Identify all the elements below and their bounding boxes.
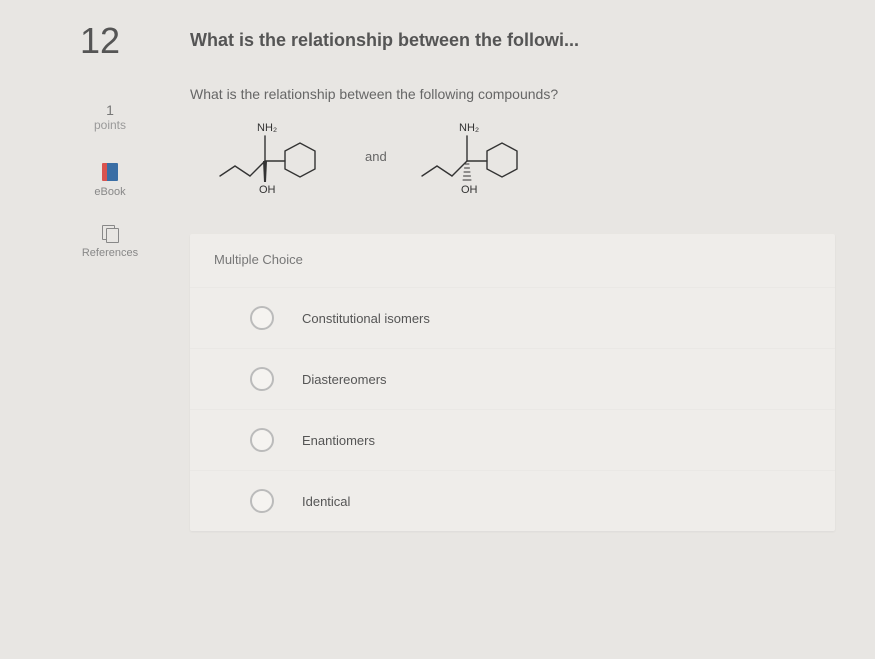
book-icon: [100, 162, 120, 182]
references-label: References: [82, 247, 138, 259]
references-button[interactable]: References: [82, 223, 138, 259]
oh-label: OH: [461, 184, 478, 196]
radio-icon: [250, 367, 274, 391]
connector-and: and: [365, 149, 387, 164]
points-block: 1 points: [94, 102, 126, 132]
question-title: What is the relationship between the fol…: [190, 30, 835, 51]
page-container: 12 1 points eBook References What is the…: [0, 0, 875, 659]
option-2[interactable]: Enantiomers: [190, 409, 835, 470]
structures-row: NH₂ OH and: [190, 116, 835, 196]
molecule-right: NH₂ OH: [417, 116, 537, 196]
mc-heading: Multiple Choice: [190, 252, 835, 287]
option-label: Identical: [302, 494, 350, 509]
option-3[interactable]: Identical: [190, 470, 835, 531]
radio-icon: [250, 428, 274, 452]
option-1[interactable]: Diastereomers: [190, 348, 835, 409]
content-area: What is the relationship between the fol…: [170, 0, 875, 659]
radio-icon: [250, 306, 274, 330]
option-label: Enantiomers: [302, 433, 375, 448]
option-0[interactable]: Constitutional isomers: [190, 287, 835, 348]
nh2-label: NH₂: [257, 122, 277, 134]
question-stem: What is the relationship between the fol…: [190, 86, 835, 102]
option-label: Diastereomers: [302, 372, 387, 387]
radio-icon: [250, 489, 274, 513]
option-label: Constitutional isomers: [302, 311, 430, 326]
oh-label: OH: [259, 184, 276, 196]
points-value: 1: [94, 102, 126, 118]
nh2-label: NH₂: [459, 122, 479, 134]
points-label: points: [94, 118, 126, 132]
sidebar: 12 1 points eBook References: [0, 0, 170, 659]
ebook-label: eBook: [94, 186, 125, 198]
multiple-choice-card: Multiple Choice Constitutional isomers D…: [190, 234, 835, 531]
question-number: 12: [80, 20, 120, 62]
molecule-left: NH₂ OH: [215, 116, 335, 196]
ebook-button[interactable]: eBook: [94, 162, 125, 198]
copy-icon: [100, 223, 120, 243]
